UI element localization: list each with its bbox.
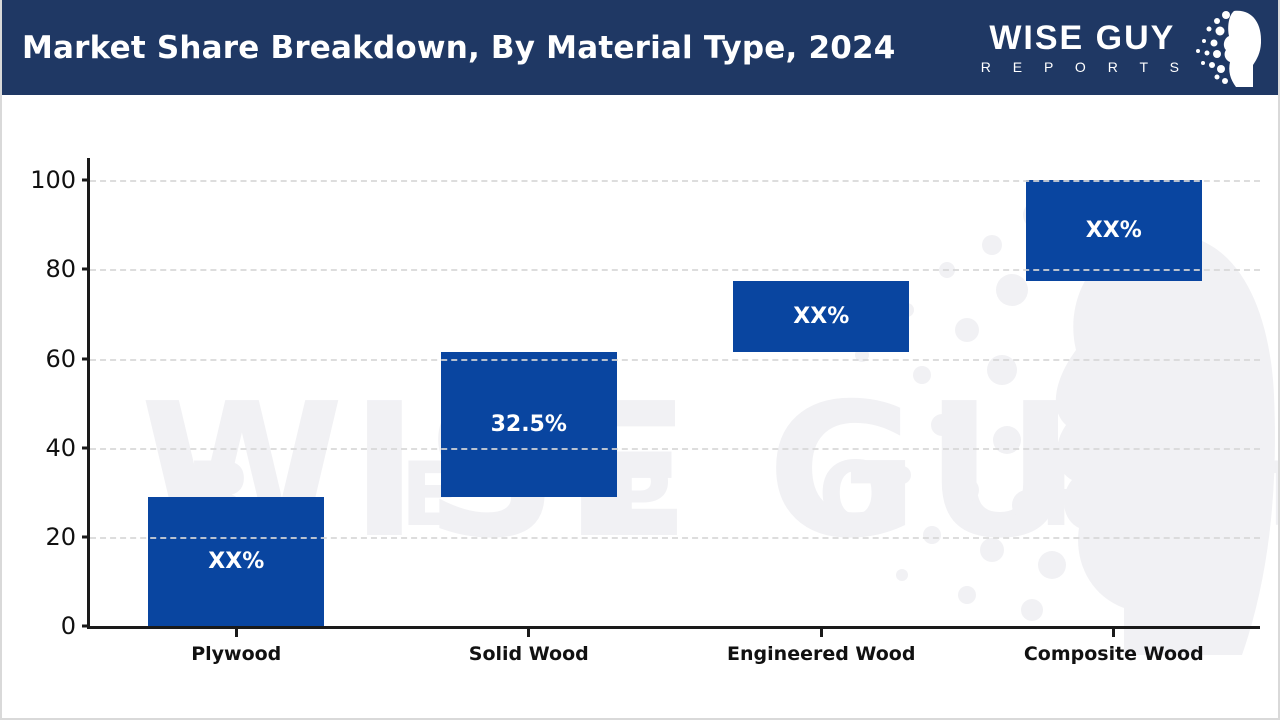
gridline-20 (90, 536, 1260, 539)
y-tick-mark (82, 535, 90, 539)
bar-solid-wood: 32.5% (440, 351, 617, 497)
gridline-60 (90, 358, 1260, 361)
y-tick-label-80: 80 (45, 255, 76, 284)
logo-wordmark: WISE GUY (989, 19, 1176, 57)
bar-value-label: 32.5% (490, 411, 567, 437)
header-bar: Market Share Breakdown, By Material Type… (2, 0, 1278, 95)
y-tick-label-60: 60 (45, 344, 76, 373)
y-tick-label-20: 20 (45, 522, 76, 551)
x-tick-mark (819, 629, 823, 637)
bar-plywood: XX% (148, 496, 325, 626)
bar-value-label: XX% (208, 548, 265, 574)
y-tick-label-40: 40 (45, 433, 76, 462)
y-tick-mark (82, 267, 90, 271)
y-tick-mark (82, 357, 90, 361)
x-tick-mark (527, 629, 531, 637)
x-tick-label-plywood: Plywood (191, 643, 282, 665)
gridline-40 (90, 447, 1260, 450)
bar-value-label: XX% (1085, 217, 1142, 243)
x-tick-label-engineered-wood: Engineered Wood (727, 643, 916, 665)
logo-head-icon (1196, 10, 1262, 87)
y-tick-mark (82, 178, 90, 182)
gridline-100 (90, 180, 1260, 183)
bar-value-label: XX% (793, 303, 850, 329)
y-tick-mark (82, 624, 90, 628)
y-tick-label-100: 100 (30, 166, 76, 195)
x-tick-mark (1112, 629, 1116, 637)
bar-engineered-wood: XX% (733, 280, 910, 352)
bar-composite-wood: XX% (1025, 180, 1202, 281)
logo-text: WISE GUY R E P O R T S (977, 21, 1188, 74)
gridline-80 (90, 269, 1260, 272)
y-tick-mark (82, 446, 90, 450)
x-tick-label-composite-wood: Composite Wood (1023, 643, 1204, 665)
y-tick-label-0: 0 (60, 612, 76, 640)
logo-subtitle: R E P O R T S (980, 59, 1188, 75)
x-tick-label-solid-wood: Solid Wood (468, 643, 589, 665)
plot-area: XX% Plywood 32.5% Solid Wood XX% Engineered W… (30, 158, 1260, 665)
x-tick-mark (234, 629, 238, 637)
wise-guy-logo: WISE GUY R E P O R T S (977, 7, 1264, 89)
chart-title: Market Share Breakdown, By Material Type… (22, 29, 896, 66)
